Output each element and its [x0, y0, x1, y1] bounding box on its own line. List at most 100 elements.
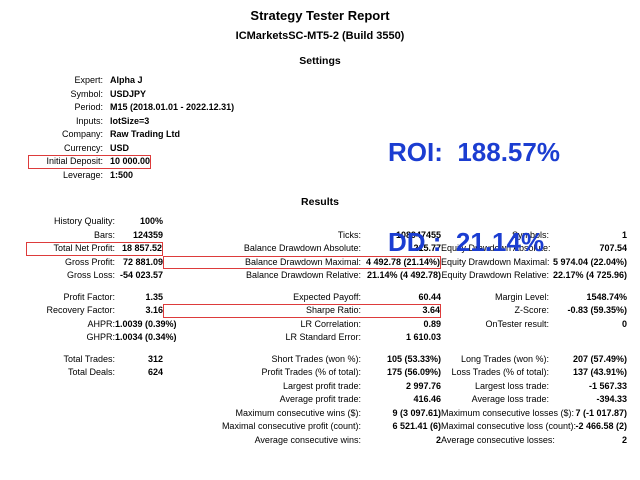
value-cell: [115, 407, 163, 421]
report-title: Strategy Tester Report: [250, 8, 390, 23]
value-cell: 108947455: [395, 229, 441, 240]
value-cell: 1: [621, 229, 627, 240]
label-cell: Maximal consecutive loss (count):: [441, 421, 577, 431]
table-row: Total Trades: 312 Short Trades (won %): 105…: [26, 353, 640, 367]
label-cell: [26, 420, 115, 434]
label-cell: Currency:: [63, 142, 103, 153]
label-cell: Expected Payoff:: [293, 291, 361, 302]
value-cell: 124359: [132, 229, 163, 240]
table-row: Expert: Alpha J: [28, 74, 640, 88]
table-row: Maximal consecutive profit (count): 6 521…: [26, 420, 640, 434]
value-cell: 2 997.76: [405, 380, 441, 391]
label-cell: Total Deals:: [67, 367, 115, 377]
value-cell: [115, 420, 163, 434]
value-cell: [115, 393, 163, 407]
value-cell: 105 (53.33%): [386, 353, 441, 364]
label-cell: Period:: [74, 102, 103, 112]
report-server-build: ICMarketsSC-MT5-2 (Build 3550): [235, 30, 405, 42]
table-row: Initial Deposit: 10 000.00: [28, 155, 640, 169]
label-cell: Balance Drawdown Relative:: [245, 270, 361, 280]
value-cell: M15 (2018.01.01 - 2022.12.31): [110, 102, 235, 112]
settings-heading: Settings: [299, 55, 341, 67]
value-cell: 10 000.00: [103, 155, 152, 169]
label-cell: Equity Drawdown Relative:: [441, 270, 549, 280]
label-cell: [26, 434, 115, 448]
value-cell: 2: [435, 434, 441, 445]
label-cell: OnTester result:: [485, 318, 549, 329]
table-row: Gross Profit: 72 881.09 Balance Drawdown M…: [26, 255, 640, 269]
value-cell: 137 (43.91%): [572, 367, 627, 377]
value-cell: 624: [147, 367, 163, 377]
label-cell: [26, 407, 115, 421]
label-cell: [441, 331, 549, 345]
label-cell: Maximum consecutive wins ($):: [235, 407, 361, 418]
value-cell: 3.16: [145, 305, 163, 315]
label-cell: Total Net Profit:: [26, 242, 115, 256]
value-cell: [115, 380, 163, 394]
value-cell: 1548.74%: [586, 291, 627, 302]
value-cell: -2 466.58 (2): [575, 421, 627, 431]
value-cell: -0.83 (59.35%): [567, 305, 627, 315]
value-cell: lotSize=3: [110, 115, 150, 126]
roi-annotation: ROI: 188.57% DD : 21.14%: [388, 80, 560, 318]
label-cell: Equity Drawdown Absolute:: [441, 243, 551, 253]
results-table: History Quality: 100% Bars: 124359 Ticks: 108…: [0, 215, 640, 447]
value-cell: [549, 331, 627, 345]
value-cell: USD: [110, 142, 130, 153]
label-cell: Sharpe Ratio:: [163, 304, 361, 318]
value-cell: 1.0039 (0.39%): [115, 318, 177, 329]
value-cell: 100%: [139, 216, 163, 226]
table-row: Company: Raw Trading Ltd: [28, 128, 640, 142]
table-row: Profit Factor: 1.35 Expected Payoff: 60.44 M…: [26, 291, 640, 305]
table-row: Maximum consecutive wins ($): 9 (3 097.61…: [26, 407, 640, 421]
label-cell: Profit Factor:: [63, 291, 115, 302]
table-row: AHPR: 1.0039 (0.39%) LR Correlation: 0.89 On…: [26, 318, 640, 332]
label-cell: Gross Loss:: [66, 270, 115, 280]
roi-line: ROI: 188.57%: [388, 137, 560, 167]
label-cell: [26, 393, 115, 407]
value-cell: Raw Trading Ltd: [110, 129, 181, 139]
table-row: Total Deals: 624 Profit Trades (% of total…: [26, 366, 640, 380]
label-cell: Inputs:: [75, 115, 103, 126]
value-cell: 416.46: [413, 394, 441, 404]
table-row: Largest profit trade: 2 997.76 Largest los…: [26, 380, 640, 394]
value-cell: 312: [147, 353, 163, 364]
table-row: Symbol: USDJPY: [28, 88, 640, 102]
table-row: History Quality: 100%: [26, 215, 640, 229]
label-cell: Long Trades (won %):: [460, 353, 549, 364]
value-cell: -1 567.33: [588, 380, 627, 391]
value-cell: 1 610.03: [405, 332, 441, 342]
value-cell: 2: [621, 434, 627, 445]
value-cell: 1.0034 (0.34%): [115, 332, 177, 342]
table-row: Period: M15 (2018.01.01 - 2022.12.31): [28, 101, 640, 115]
table-row: Inputs: lotSize=3: [28, 115, 640, 129]
label-cell: Recovery Factor:: [46, 305, 115, 315]
value-cell: [115, 434, 163, 448]
value-cell: 3.64: [361, 304, 441, 318]
label-cell: [26, 380, 115, 394]
label-cell: History Quality:: [53, 216, 115, 226]
label-cell: Symbol:: [70, 88, 103, 99]
label-cell: Margin Level:: [494, 291, 549, 302]
value-cell: -54 023.57: [119, 270, 163, 280]
value-cell: 7 (-1 017.87): [575, 407, 627, 418]
label-cell: Symbols:: [511, 229, 549, 240]
value-cell: 18 857.52: [115, 242, 163, 256]
value-cell: 21.14% (4 492.78): [366, 270, 441, 280]
value-cell: 5 974.04 (22.04%): [552, 256, 627, 267]
label-cell: Largest profit trade:: [282, 380, 361, 391]
settings-table: Expert: Alpha J Symbol: USDJPY Period: M15 (2…: [0, 74, 640, 182]
table-row: Recovery Factor: 3.16 Sharpe Ratio: 3.64 Z-S…: [26, 304, 640, 318]
label-cell: AHPR:: [87, 318, 115, 329]
table-row: Gross Loss: -54 023.57 Balance Drawdown Re…: [26, 269, 640, 283]
value-cell: Alpha J: [110, 75, 143, 85]
value-cell: 22.17% (4 725.96): [552, 270, 627, 280]
value-cell: 4 492.78 (21.14%): [361, 255, 441, 269]
table-row: Average consecutive wins: 2 Average consec…: [26, 434, 640, 448]
value-cell: 60.44: [418, 291, 441, 302]
label-cell: Maximal consecutive profit (count):: [221, 421, 361, 431]
label-cell: Average loss trade:: [471, 394, 549, 404]
value-cell: [549, 215, 627, 229]
label-cell: Profit Trades (% of total):: [261, 367, 361, 377]
